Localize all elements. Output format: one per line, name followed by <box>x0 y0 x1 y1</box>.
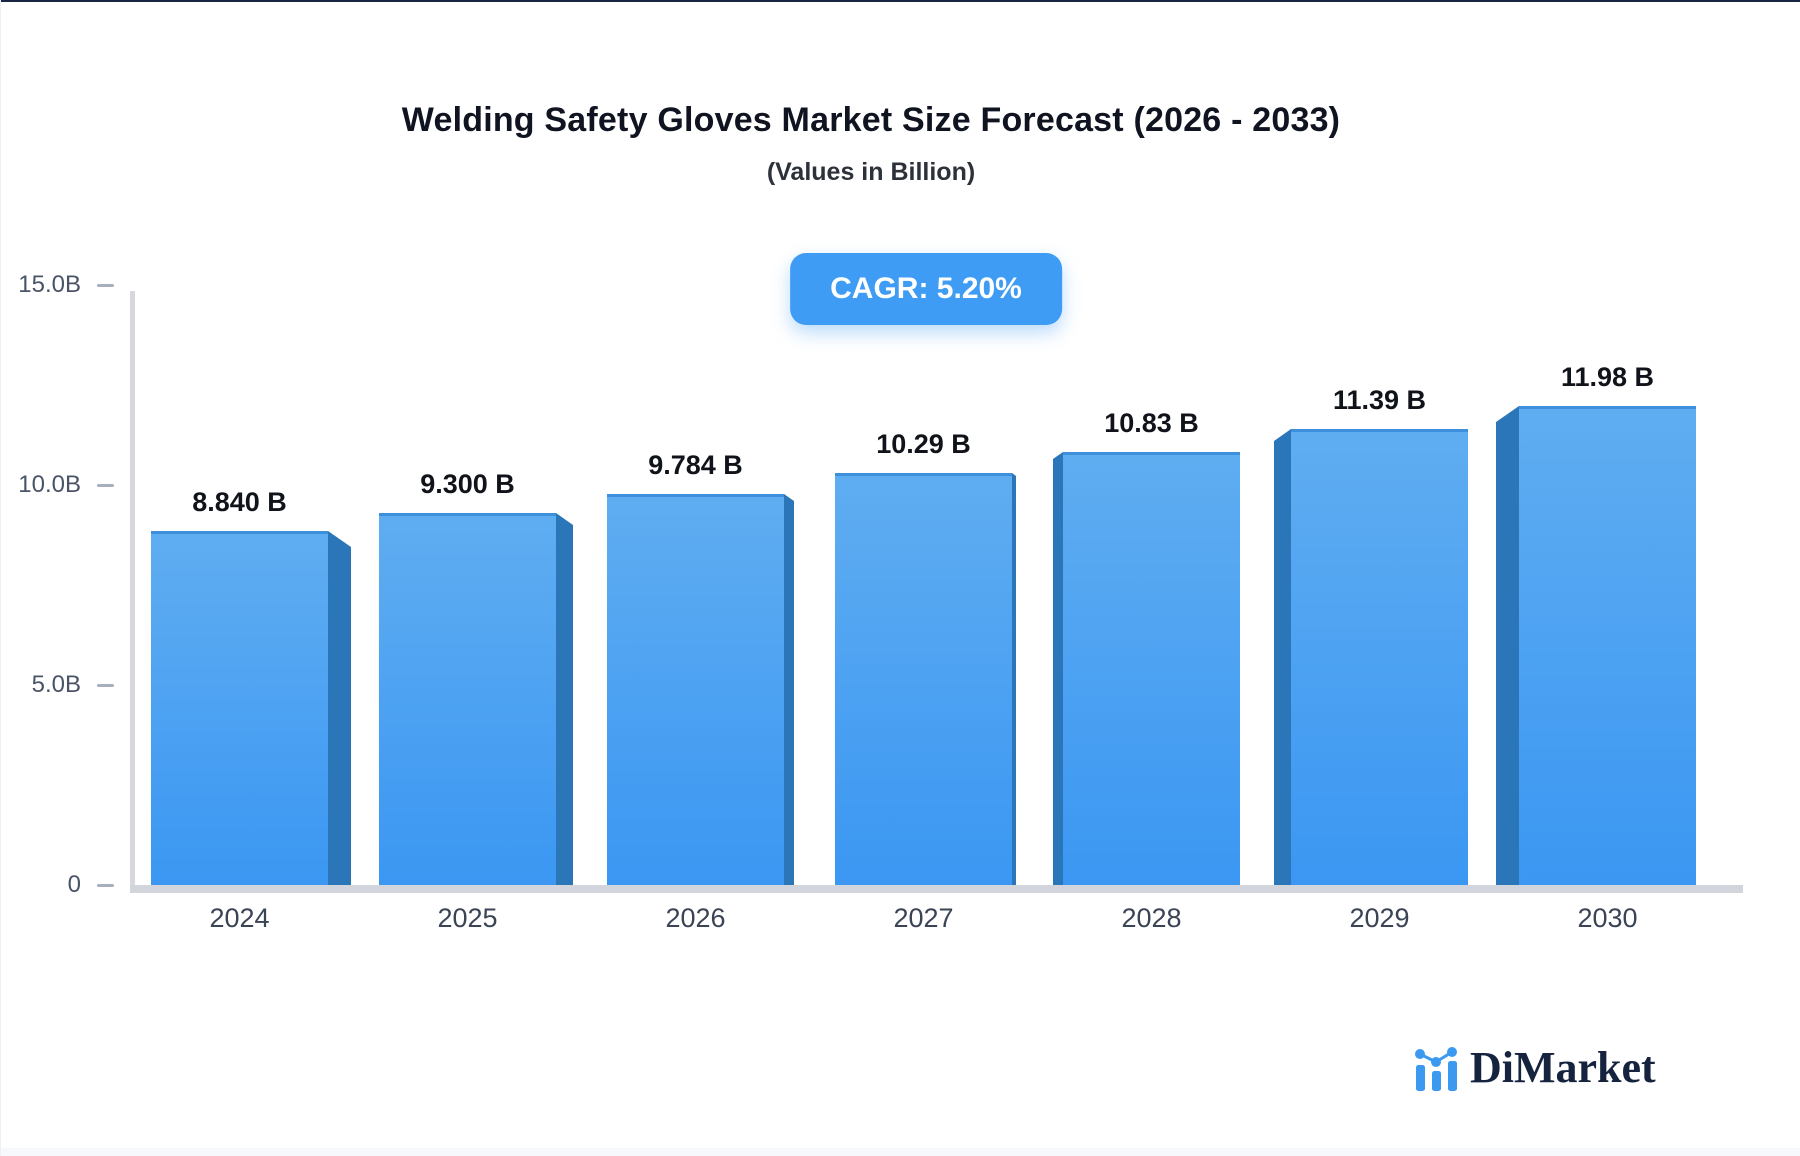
bar-2029[interactable] <box>1291 429 1468 885</box>
x-axis-label-2030: 2030 <box>1577 903 1638 933</box>
x-axis-label-2029: 2029 <box>1349 903 1410 933</box>
bar-value-label-2027: 10.29 B <box>876 429 971 459</box>
bar-side-face <box>784 494 794 885</box>
y-axis-label-10.0B: 10.0B <box>18 471 81 498</box>
bar-side-face <box>328 531 351 885</box>
bar-2027[interactable] <box>835 473 1012 885</box>
x-axis-label-2026: 2026 <box>665 903 726 933</box>
cagr-badge: CAGR: 5.20% <box>790 253 1062 325</box>
bar-2025[interactable] <box>379 513 556 885</box>
bar-side-face <box>1012 473 1016 885</box>
x-axis-label-2028: 2028 <box>1121 903 1182 933</box>
x-axis-label-2027: 2027 <box>893 903 954 933</box>
y-axis-label-5.0B: 5.0B <box>31 671 81 698</box>
y-axis-line <box>130 291 135 891</box>
bar-value-label-2028: 10.83 B <box>1104 408 1199 438</box>
card-bottom-strip <box>1 1148 1800 1156</box>
bar-side-face <box>556 513 573 885</box>
bar-value-label-2024: 8.840 B <box>192 487 287 517</box>
bar-2028[interactable] <box>1063 452 1240 885</box>
bar-2024[interactable] <box>151 531 328 885</box>
bar-value-label-2025: 9.300 B <box>420 469 515 499</box>
bar-value-label-2029: 11.39 B <box>1332 385 1427 415</box>
y-axis-tick <box>97 484 114 487</box>
brand-logo-text: DiMarket <box>1470 1043 1656 1092</box>
bar-side-face <box>1274 429 1291 885</box>
x-axis-line <box>130 885 1743 893</box>
bar-value-label-2030: 11.98 B <box>1560 362 1655 392</box>
y-axis-tick <box>97 684 114 687</box>
bar-side-face <box>1496 406 1519 885</box>
bar-side-face <box>1053 452 1063 885</box>
x-axis-label-2025: 2025 <box>437 903 498 933</box>
y-axis-tick <box>97 284 114 287</box>
y-axis-label-15.0B: 15.0B <box>18 271 81 298</box>
bar-chart-trend-icon <box>1415 1047 1457 1091</box>
card-top-border <box>1 0 1800 2</box>
brand-logo: DiMarket <box>1414 1044 1656 1092</box>
bar-2026[interactable] <box>607 494 784 885</box>
y-axis-label-0: 0 <box>67 871 81 898</box>
bar-2030[interactable] <box>1519 406 1696 885</box>
y-axis-tick <box>97 884 114 887</box>
bar-value-label-2026: 9.784 B <box>648 450 743 480</box>
chart-subtitle: (Values in Billion) <box>766 158 976 186</box>
x-axis-label-2024: 2024 <box>209 903 270 933</box>
chart-title: Welding Safety Gloves Market Size Foreca… <box>401 101 1341 139</box>
